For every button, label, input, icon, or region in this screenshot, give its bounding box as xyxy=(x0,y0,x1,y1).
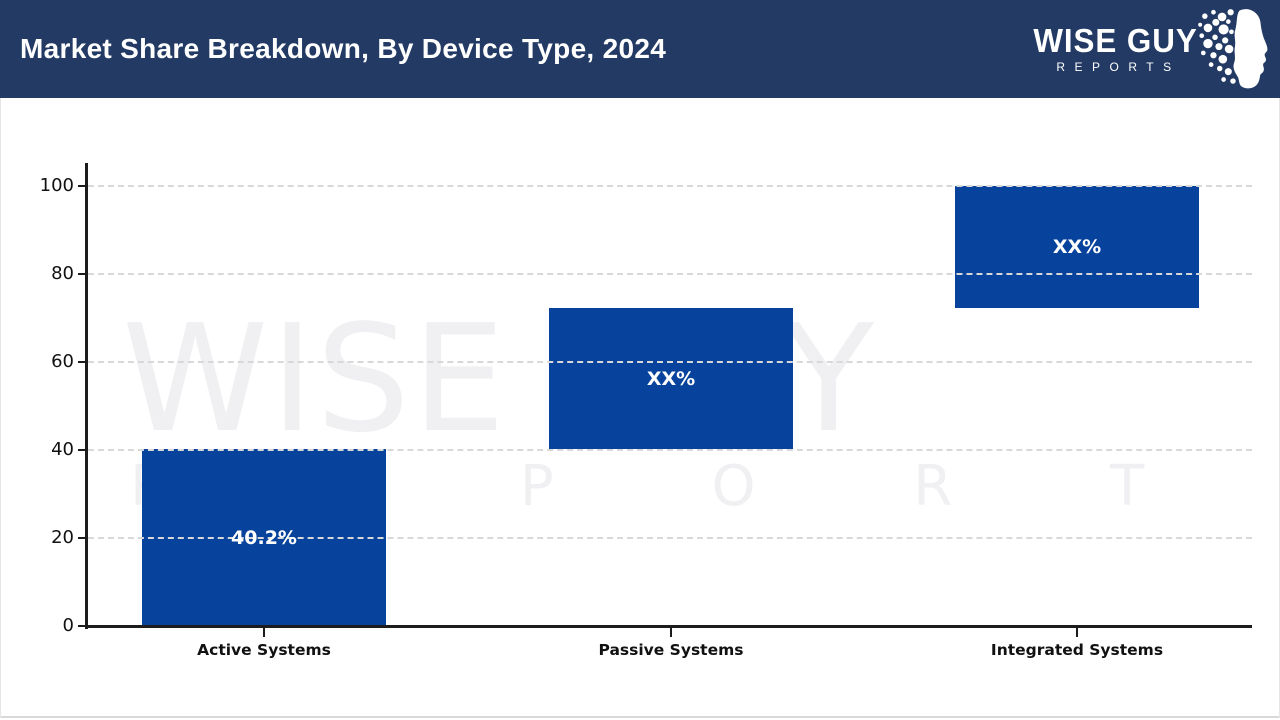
y-tick-label: 60 xyxy=(51,351,74,373)
y-tick-label: 20 xyxy=(51,527,74,549)
figure-left-edge xyxy=(0,98,1,718)
y-tick-mark xyxy=(78,361,87,364)
bar-value-label: XX% xyxy=(646,367,696,390)
y-tick-mark xyxy=(78,185,87,188)
y-tick-mark xyxy=(78,449,87,452)
y-tick-mark xyxy=(78,273,87,276)
gridline-y20 xyxy=(88,537,1252,540)
x-axis-spine xyxy=(85,625,1252,628)
y-tick-mark xyxy=(78,537,87,540)
bar-integrated-systems xyxy=(955,186,1199,309)
y-tick-mark xyxy=(78,625,87,627)
x-category-label: Active Systems xyxy=(197,641,331,659)
x-tick-mark xyxy=(670,628,672,637)
logo-wordmark: WISE GUY xyxy=(1033,21,1198,59)
x-category-label: Integrated Systems xyxy=(990,641,1164,659)
y-tick-label: 100 xyxy=(39,175,74,197)
x-tick-mark xyxy=(263,628,265,637)
gridline-y100 xyxy=(88,185,1252,188)
bar-passive-systems xyxy=(549,308,793,450)
x-category-label: Passive Systems xyxy=(598,641,744,659)
bar-value-label: XX% xyxy=(1052,236,1102,259)
gridline-y60 xyxy=(88,361,1252,364)
logo-head-icon xyxy=(1192,6,1274,92)
y-axis-spine xyxy=(85,163,88,629)
header: Market Share Breakdown, By Device Type, … xyxy=(0,0,1280,98)
gridline-y40 xyxy=(88,449,1252,452)
y-tick-label: 0 xyxy=(62,615,74,636)
y-tick-label: 80 xyxy=(51,263,74,285)
wiseguy-logo: WISE GUY REPORTS xyxy=(1029,4,1274,94)
logo-subtitle: REPORTS xyxy=(1056,60,1181,75)
x-tick-mark xyxy=(1076,628,1078,637)
y-tick-label: 40 xyxy=(51,439,74,461)
gridline-y80 xyxy=(88,273,1252,276)
figure-bottom-edge xyxy=(0,716,1280,718)
page-title: Market Share Breakdown, By Device Type, … xyxy=(20,33,667,64)
logo-text: WISE GUY REPORTS xyxy=(1029,21,1202,75)
bar-value-label: 40.2% xyxy=(231,526,297,549)
